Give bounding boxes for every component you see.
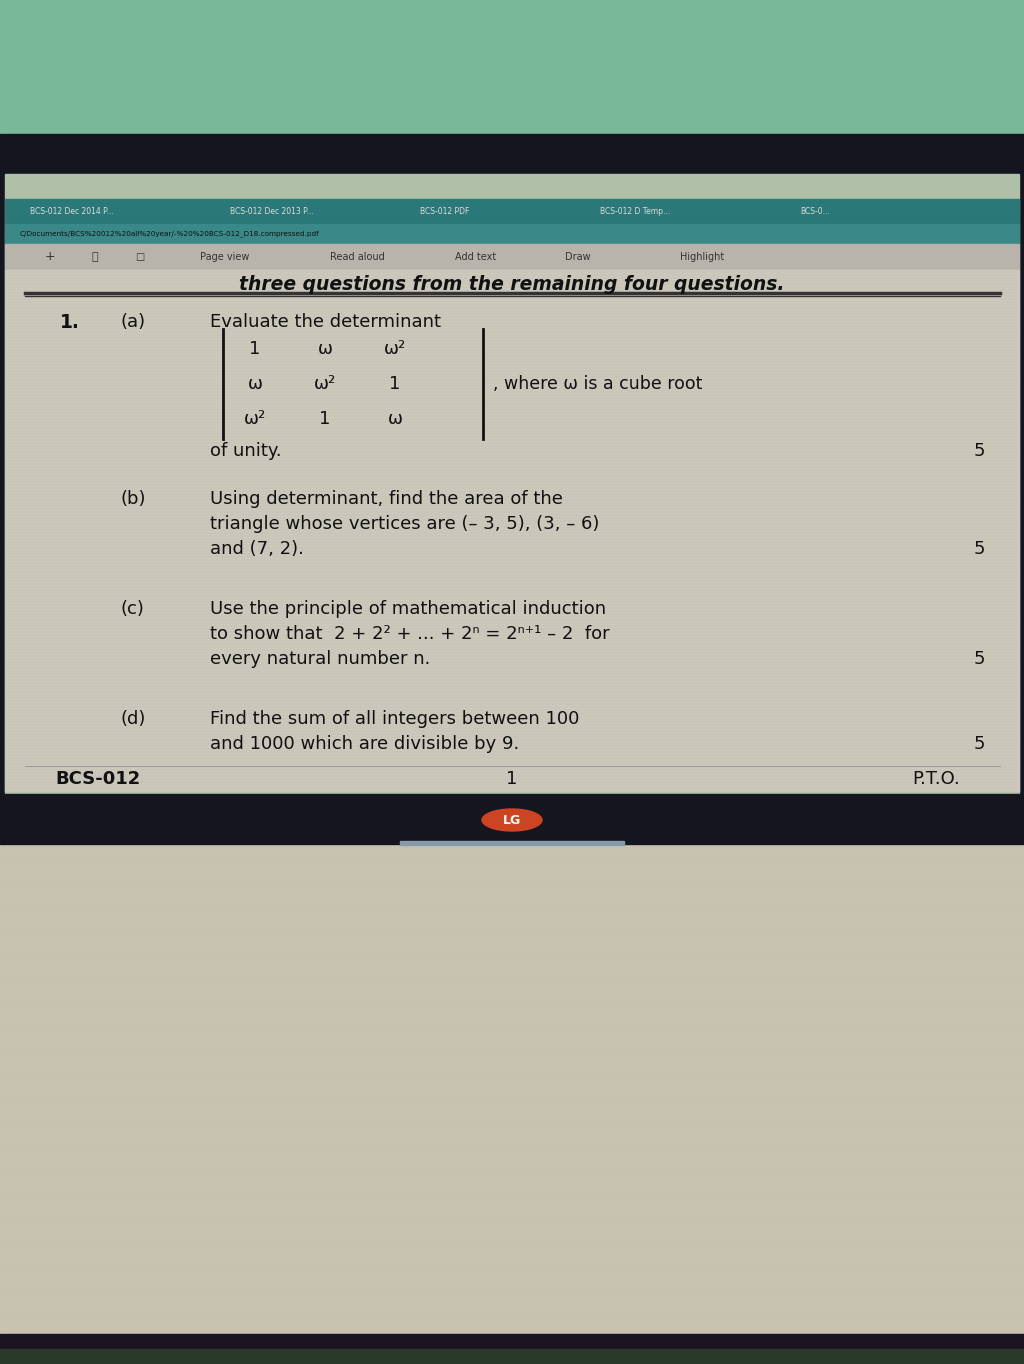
- Text: BCS-012: BCS-012: [55, 771, 140, 788]
- Text: Add text: Add text: [455, 252, 497, 262]
- Bar: [0, 0, 1024, 713]
- Text: Using determinant, find the area of the: Using determinant, find the area of the: [210, 490, 563, 507]
- Text: and 1000 which are divisible by 9.: and 1000 which are divisible by 9.: [210, 735, 519, 753]
- Text: ω: ω: [317, 340, 333, 357]
- Text: Highlight: Highlight: [680, 252, 724, 262]
- Text: Draw: Draw: [565, 252, 591, 262]
- Text: triangle whose vertices are (– 3, 5), (3, – 6): triangle whose vertices are (– 3, 5), (3…: [210, 516, 599, 533]
- Bar: [5, 224, 1019, 244]
- Bar: [55, 259, 105, 295]
- Text: 1: 1: [319, 411, 331, 428]
- Text: BCS-0...: BCS-0...: [800, 207, 829, 217]
- Text: of unity.: of unity.: [210, 442, 282, 460]
- Bar: [400, 842, 624, 846]
- Text: Use the principle of mathematical induction: Use the principle of mathematical induct…: [210, 600, 606, 618]
- Text: every natural number n.: every natural number n.: [210, 651, 430, 668]
- Bar: [5, 199, 1019, 224]
- Bar: [0, 1349, 1024, 1364]
- Text: BCS-012 D Temp...: BCS-012 D Temp...: [600, 207, 670, 217]
- Bar: [0, 134, 1024, 844]
- Text: ω²: ω²: [384, 340, 407, 357]
- Text: ω: ω: [387, 411, 402, 428]
- Text: Page view: Page view: [200, 252, 250, 262]
- Text: +: +: [45, 251, 55, 263]
- Bar: [0, 844, 1024, 1364]
- Text: 5: 5: [974, 651, 985, 668]
- Text: (a): (a): [120, 312, 145, 331]
- Text: ω: ω: [248, 375, 262, 393]
- Text: 1: 1: [506, 771, 518, 788]
- Bar: [20, 205, 140, 364]
- Text: ω²: ω²: [314, 375, 336, 393]
- Bar: [5, 270, 1019, 791]
- Bar: [5, 244, 1019, 270]
- Bar: [0, 1334, 1024, 1364]
- Text: to show that  2 + 2² + ... + 2ⁿ = 2ⁿ⁺¹ – 2  for: to show that 2 + 2² + ... + 2ⁿ = 2ⁿ⁺¹ – …: [210, 625, 609, 642]
- Text: (b): (b): [120, 490, 145, 507]
- Text: (d): (d): [120, 711, 145, 728]
- Text: 1.: 1.: [60, 312, 80, 331]
- Bar: [0, 794, 1024, 844]
- Text: 5: 5: [974, 540, 985, 558]
- Text: Read aloud: Read aloud: [330, 252, 385, 262]
- Text: BCS-012 Dec 2014 P...: BCS-012 Dec 2014 P...: [30, 207, 114, 217]
- Text: BCS-012 PDF: BCS-012 PDF: [420, 207, 469, 217]
- Text: 1: 1: [389, 375, 400, 393]
- Text: and (7, 2).: and (7, 2).: [210, 540, 304, 558]
- Text: 1: 1: [249, 340, 261, 357]
- Text: three questions from the remaining four questions.: three questions from the remaining four …: [240, 274, 784, 293]
- Bar: [940, 164, 1024, 464]
- Bar: [620, 496, 638, 524]
- Text: Evaluate the determinant: Evaluate the determinant: [210, 312, 441, 331]
- Text: C/Documents/BCS%20012%20all%20year/-%20%20BCS-012_D18.compressed.pdf: C/Documents/BCS%20012%20all%20year/-%20%…: [20, 231, 319, 237]
- Text: ω²: ω²: [244, 411, 266, 428]
- Text: BCS-012 Dec 2013 P...: BCS-012 Dec 2013 P...: [230, 207, 313, 217]
- Bar: [5, 175, 1019, 794]
- Text: , where ω is a cube root: , where ω is a cube root: [493, 375, 702, 393]
- Text: 5: 5: [974, 735, 985, 753]
- Text: (c): (c): [120, 600, 144, 618]
- Text: □: □: [135, 252, 144, 262]
- Text: LG: LG: [503, 813, 521, 827]
- Bar: [330, 430, 350, 460]
- Bar: [945, 154, 1019, 184]
- Ellipse shape: [482, 809, 542, 831]
- Text: Find the sum of all integers between 100: Find the sum of all integers between 100: [210, 711, 580, 728]
- Text: P.T.O.: P.T.O.: [912, 771, 961, 788]
- Text: 5: 5: [974, 442, 985, 460]
- Bar: [0, 164, 210, 415]
- Text: ⌕: ⌕: [92, 252, 98, 262]
